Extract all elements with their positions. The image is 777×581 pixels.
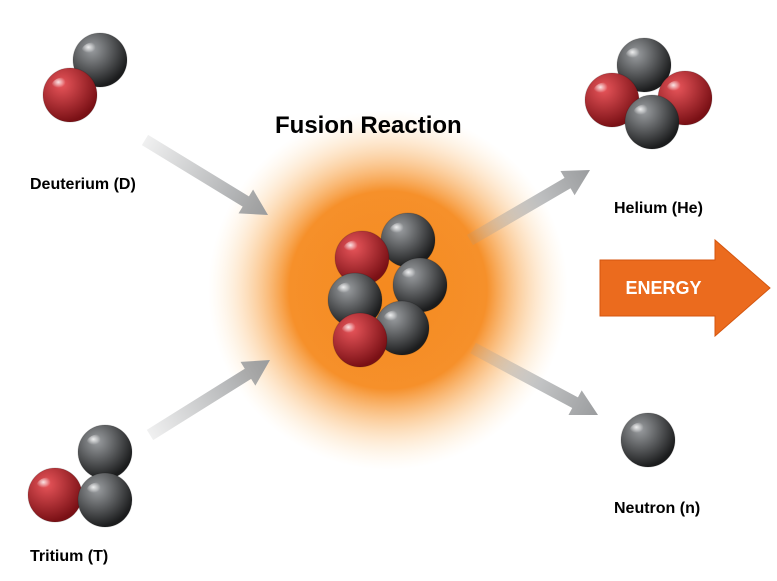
- helium-label: Helium (He): [614, 200, 703, 218]
- neutron-sphere: [78, 425, 132, 479]
- diagram-title: Fusion Reaction: [275, 112, 462, 140]
- tritium-particle: [28, 425, 132, 527]
- proton-sphere: [28, 468, 82, 522]
- fusion-diagram: ENERGY: [0, 0, 777, 581]
- reaction-glow: [208, 110, 568, 470]
- neutron-label: Neutron (n): [614, 500, 700, 518]
- deuterium-label: Deuterium (D): [30, 176, 136, 194]
- helium-particle: [585, 38, 712, 149]
- neutron-sphere: [78, 473, 132, 527]
- neutron-sphere: [625, 95, 679, 149]
- energy-arrow: ENERGY: [600, 240, 770, 336]
- proton-sphere: [333, 313, 387, 367]
- neutron-particle: [621, 413, 675, 467]
- proton-sphere: [43, 68, 97, 122]
- energy-label: ENERGY: [625, 278, 701, 298]
- neutron-sphere: [621, 413, 675, 467]
- tritium-label: Tritium (T): [30, 548, 108, 566]
- deuterium-particle: [43, 33, 127, 122]
